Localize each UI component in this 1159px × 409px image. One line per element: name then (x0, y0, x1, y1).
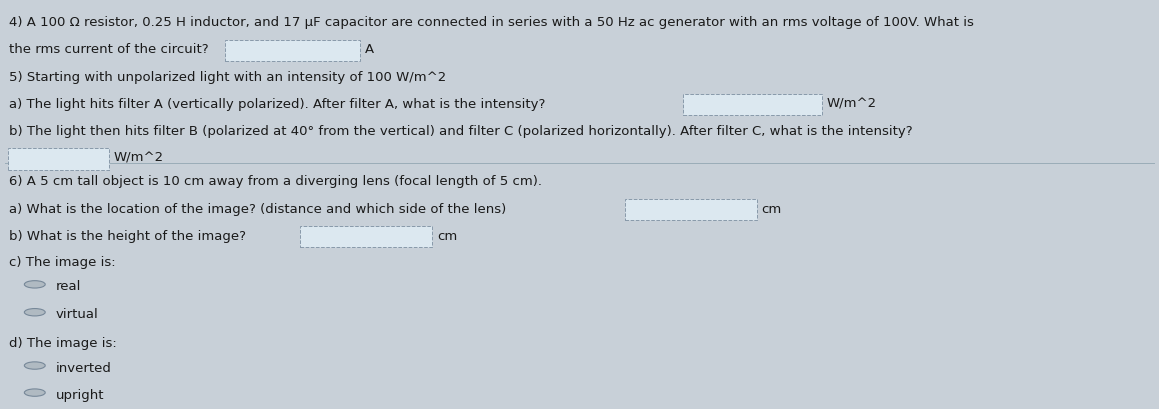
Text: cm: cm (761, 202, 781, 215)
Text: a) The light hits filter A (vertically polarized). After filter A, what is the i: a) The light hits filter A (vertically p… (9, 97, 546, 110)
Circle shape (24, 362, 45, 369)
Text: upright: upright (56, 388, 104, 401)
Text: 4) A 100 Ω resistor, 0.25 H inductor, and 17 μF capacitor are connected in serie: 4) A 100 Ω resistor, 0.25 H inductor, an… (9, 16, 975, 29)
Text: cm: cm (437, 229, 457, 242)
FancyBboxPatch shape (225, 40, 360, 62)
Circle shape (24, 389, 45, 396)
Circle shape (24, 309, 45, 316)
FancyBboxPatch shape (8, 149, 109, 170)
Text: inverted: inverted (56, 361, 111, 374)
Text: W/m^2: W/m^2 (826, 97, 876, 110)
Text: 6) A 5 cm tall object is 10 cm away from a diverging lens (focal length of 5 cm): 6) A 5 cm tall object is 10 cm away from… (9, 175, 542, 188)
FancyBboxPatch shape (683, 95, 822, 116)
Text: 5) Starting with unpolarized light with an intensity of 100 W/m^2: 5) Starting with unpolarized light with … (9, 70, 446, 83)
Text: W/m^2: W/m^2 (114, 151, 163, 164)
FancyBboxPatch shape (300, 227, 432, 248)
Text: d) The image is:: d) The image is: (9, 336, 117, 349)
Circle shape (24, 281, 45, 288)
Text: A: A (365, 43, 374, 56)
Text: b) The light then hits filter B (polarized at 40° from the vertical) and filter : b) The light then hits filter B (polariz… (9, 124, 913, 137)
Text: the rms current of the circuit?: the rms current of the circuit? (9, 43, 209, 56)
Text: a) What is the location of the image? (distance and which side of the lens): a) What is the location of the image? (d… (9, 202, 506, 215)
Text: virtual: virtual (56, 308, 99, 321)
FancyBboxPatch shape (625, 200, 757, 221)
Text: real: real (56, 280, 81, 293)
Text: b) What is the height of the image?: b) What is the height of the image? (9, 229, 246, 242)
Text: c) The image is:: c) The image is: (9, 256, 116, 269)
